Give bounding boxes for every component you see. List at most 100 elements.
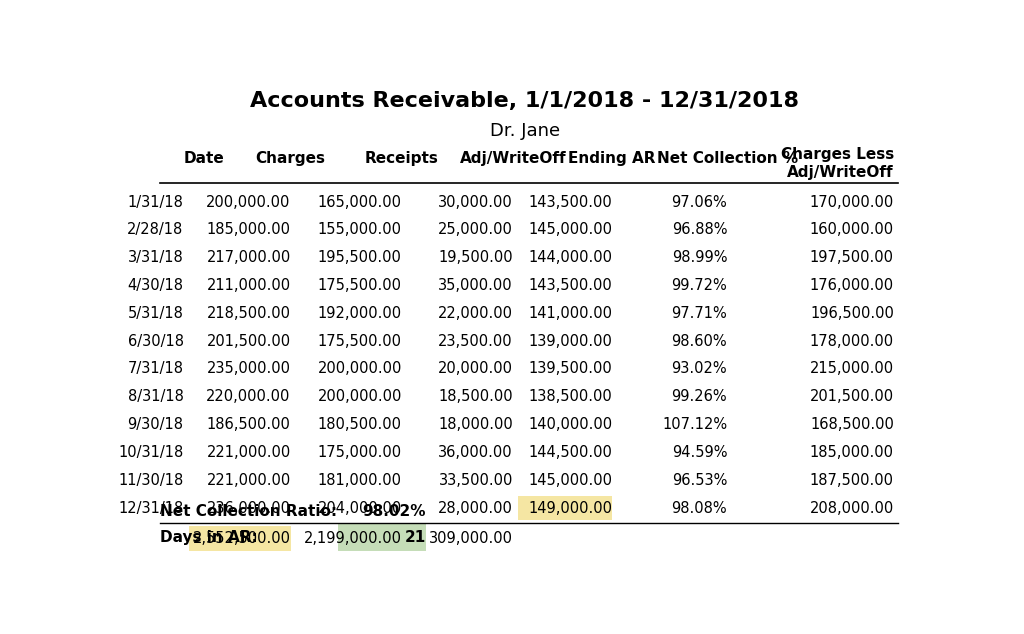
Text: 10/31/18: 10/31/18 (119, 445, 183, 460)
Text: 185,000.00: 185,000.00 (810, 445, 894, 460)
Text: 208,000.00: 208,000.00 (810, 501, 894, 515)
Text: 145,000.00: 145,000.00 (528, 473, 612, 488)
Text: 23,500.00: 23,500.00 (438, 333, 513, 349)
Text: 175,000.00: 175,000.00 (317, 445, 401, 460)
Text: Charges: Charges (256, 152, 326, 166)
Text: Net Collection %: Net Collection % (656, 152, 798, 166)
Text: 6/30/18: 6/30/18 (128, 333, 183, 349)
Text: 200,000.00: 200,000.00 (317, 361, 401, 377)
Text: 4/30/18: 4/30/18 (128, 278, 183, 293)
Text: 235,000.00: 235,000.00 (207, 361, 291, 377)
Text: 12/31/18: 12/31/18 (119, 501, 183, 515)
Text: 18,000.00: 18,000.00 (438, 417, 513, 432)
Text: 3/31/18: 3/31/18 (128, 250, 183, 265)
Text: 93.02%: 93.02% (672, 361, 727, 377)
Text: 139,000.00: 139,000.00 (528, 333, 612, 349)
Text: 2,552,500.00: 2,552,500.00 (193, 531, 291, 547)
Text: 175,500.00: 175,500.00 (317, 333, 401, 349)
Text: 180,500.00: 180,500.00 (317, 417, 401, 432)
Text: 33,500.00: 33,500.00 (438, 473, 513, 488)
Text: 170,000.00: 170,000.00 (810, 195, 894, 209)
Text: 197,500.00: 197,500.00 (810, 250, 894, 265)
Text: Date: Date (183, 152, 224, 166)
Text: 25,000.00: 25,000.00 (438, 223, 513, 237)
Text: 160,000.00: 160,000.00 (810, 223, 894, 237)
Text: 140,000.00: 140,000.00 (528, 417, 612, 432)
Text: 220,000.00: 220,000.00 (206, 389, 291, 404)
Text: 28,000.00: 28,000.00 (438, 501, 513, 515)
Text: 149,000.00: 149,000.00 (528, 501, 612, 515)
Text: Dr. Jane: Dr. Jane (489, 122, 560, 141)
Text: 138,500.00: 138,500.00 (528, 389, 612, 404)
Text: 185,000.00: 185,000.00 (207, 223, 291, 237)
Text: 2/28/18: 2/28/18 (127, 223, 183, 237)
Text: 187,500.00: 187,500.00 (810, 473, 894, 488)
Text: 11/30/18: 11/30/18 (119, 473, 183, 488)
Text: 168,500.00: 168,500.00 (810, 417, 894, 432)
Text: Adj/WriteOff: Adj/WriteOff (787, 165, 894, 180)
Text: 99.72%: 99.72% (672, 278, 727, 293)
Text: 21: 21 (404, 530, 426, 545)
Text: Charges Less: Charges Less (780, 148, 894, 162)
Text: 18,500.00: 18,500.00 (438, 389, 513, 404)
Text: 236,000.00: 236,000.00 (207, 501, 291, 515)
Text: 200,000.00: 200,000.00 (206, 195, 291, 209)
Text: 2,199,000.00: 2,199,000.00 (304, 531, 401, 547)
Text: 7/31/18: 7/31/18 (128, 361, 183, 377)
Text: 144,000.00: 144,000.00 (528, 250, 612, 265)
Text: 97.71%: 97.71% (672, 306, 727, 321)
Text: 200,000.00: 200,000.00 (317, 389, 401, 404)
Text: 9/30/18: 9/30/18 (128, 417, 183, 432)
Text: 98.02%: 98.02% (362, 504, 426, 519)
Text: 211,000.00: 211,000.00 (207, 278, 291, 293)
Text: 309,000.00: 309,000.00 (429, 531, 513, 547)
Text: 195,500.00: 195,500.00 (317, 250, 401, 265)
Text: Receipts: Receipts (365, 152, 438, 166)
Text: Net Collection Ratio:: Net Collection Ratio: (160, 504, 337, 519)
Bar (189, 526, 291, 551)
Text: 35,000.00: 35,000.00 (438, 278, 513, 293)
Text: 5/31/18: 5/31/18 (128, 306, 183, 321)
Text: 201,500.00: 201,500.00 (810, 389, 894, 404)
Text: 145,000.00: 145,000.00 (528, 223, 612, 237)
Text: 143,500.00: 143,500.00 (528, 195, 612, 209)
Text: 30,000.00: 30,000.00 (438, 195, 513, 209)
Text: 196,500.00: 196,500.00 (810, 306, 894, 321)
Text: 8/31/18: 8/31/18 (128, 389, 183, 404)
Text: 221,000.00: 221,000.00 (207, 445, 291, 460)
Text: 218,500.00: 218,500.00 (207, 306, 291, 321)
Text: 20,000.00: 20,000.00 (438, 361, 513, 377)
Text: 99.26%: 99.26% (672, 389, 727, 404)
Text: 215,000.00: 215,000.00 (810, 361, 894, 377)
Text: 181,000.00: 181,000.00 (317, 473, 401, 488)
Text: 165,000.00: 165,000.00 (317, 195, 401, 209)
Text: Adj/WriteOff: Adj/WriteOff (460, 152, 566, 166)
Text: 94.59%: 94.59% (672, 445, 727, 460)
Text: 98.08%: 98.08% (672, 501, 727, 515)
Text: 221,000.00: 221,000.00 (207, 473, 291, 488)
Text: Ending AR: Ending AR (568, 152, 655, 166)
Text: 204,000.00: 204,000.00 (317, 501, 401, 515)
Text: 201,500.00: 201,500.00 (207, 333, 291, 349)
Text: 22,000.00: 22,000.00 (438, 306, 513, 321)
Text: 98.99%: 98.99% (672, 250, 727, 265)
Text: 192,000.00: 192,000.00 (317, 306, 401, 321)
Text: 155,000.00: 155,000.00 (317, 223, 401, 237)
Text: 178,000.00: 178,000.00 (810, 333, 894, 349)
Text: 19,500.00: 19,500.00 (438, 250, 513, 265)
Text: 36,000.00: 36,000.00 (438, 445, 513, 460)
Text: Days in AR:: Days in AR: (160, 530, 257, 545)
Text: 144,500.00: 144,500.00 (528, 445, 612, 460)
Text: 176,000.00: 176,000.00 (810, 278, 894, 293)
Text: 1/31/18: 1/31/18 (128, 195, 183, 209)
Text: Accounts Receivable, 1/1/2018 - 12/31/2018: Accounts Receivable, 1/1/2018 - 12/31/20… (250, 91, 800, 111)
Text: 186,500.00: 186,500.00 (207, 417, 291, 432)
Bar (338, 524, 426, 551)
Text: 141,000.00: 141,000.00 (528, 306, 612, 321)
Text: 143,500.00: 143,500.00 (528, 278, 612, 293)
Text: 107.12%: 107.12% (663, 417, 727, 432)
Text: 139,500.00: 139,500.00 (528, 361, 612, 377)
Text: 175,500.00: 175,500.00 (317, 278, 401, 293)
Text: 97.06%: 97.06% (672, 195, 727, 209)
Text: 217,000.00: 217,000.00 (207, 250, 291, 265)
